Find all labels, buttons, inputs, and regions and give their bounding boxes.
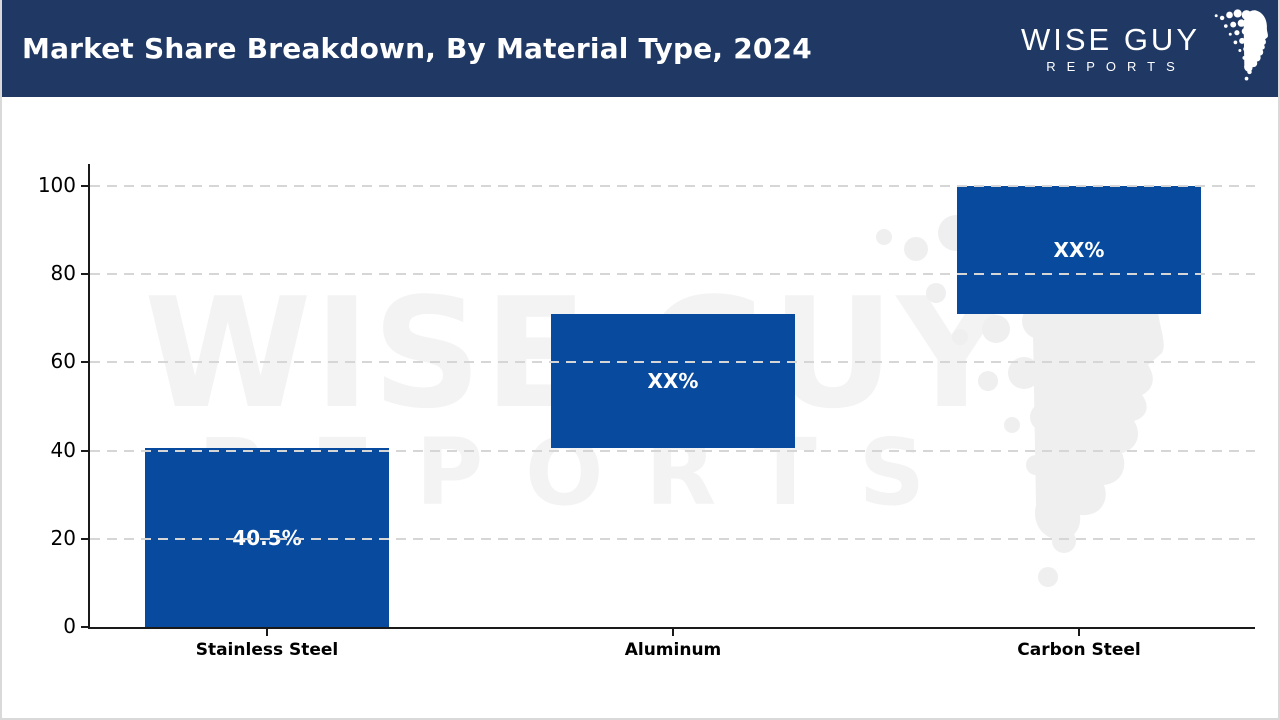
bar-value-label: 40.5% [232, 525, 302, 550]
chart-area: WISE GUY REPORTS 40.5% XX% XX% 0 20 40 60 80 100… [2, 97, 1278, 718]
x-tick-mark [672, 629, 674, 636]
y-tick-mark [81, 185, 88, 187]
y-tick-label: 60 [50, 349, 76, 374]
x-tick-mark [1078, 629, 1080, 636]
bar-segment: 40.5% [145, 448, 389, 627]
y-tick-label: 80 [50, 261, 76, 286]
logo-wordmark: WISE GUY [1020, 21, 1200, 57]
y-tick-mark [81, 449, 88, 452]
y-tick-label: 0 [63, 614, 76, 638]
page-title: Market Share Breakdown, By Material Type… [22, 32, 812, 65]
x-axis-line [88, 627, 1255, 629]
y-tick-label: 100 [37, 173, 76, 197]
x-category-label: Carbon Steel [1017, 640, 1141, 660]
y-axis-line [88, 164, 90, 629]
bar-segment: XX% [551, 313, 795, 449]
gridline [90, 273, 1255, 276]
bar-segment: XX% [957, 186, 1201, 314]
y-tick-mark [81, 361, 88, 364]
y-tick-label: 40 [50, 437, 76, 462]
wiseguy-logo: WISE GUY REPORTS [1021, 8, 1268, 90]
gridline [90, 537, 1255, 540]
logo-subtitle: REPORTS [1046, 59, 1186, 75]
gridline [90, 449, 1255, 452]
header: Market Share Breakdown, By Material Type… [2, 0, 1278, 97]
logo-text: WISE GUY REPORTS [1020, 21, 1200, 75]
gridline [90, 185, 1255, 187]
y-tick-mark [81, 626, 88, 628]
bar-value-label: XX% [1053, 237, 1105, 262]
bar-value-label: XX% [647, 369, 699, 394]
gridline [90, 361, 1255, 364]
y-tick-label: 20 [50, 525, 76, 550]
y-tick-mark [81, 273, 88, 276]
x-tick-mark [266, 629, 268, 636]
x-category-label: Aluminum [624, 640, 722, 660]
x-category-label: Stainless Steel [195, 640, 339, 660]
y-tick-mark [81, 537, 88, 540]
